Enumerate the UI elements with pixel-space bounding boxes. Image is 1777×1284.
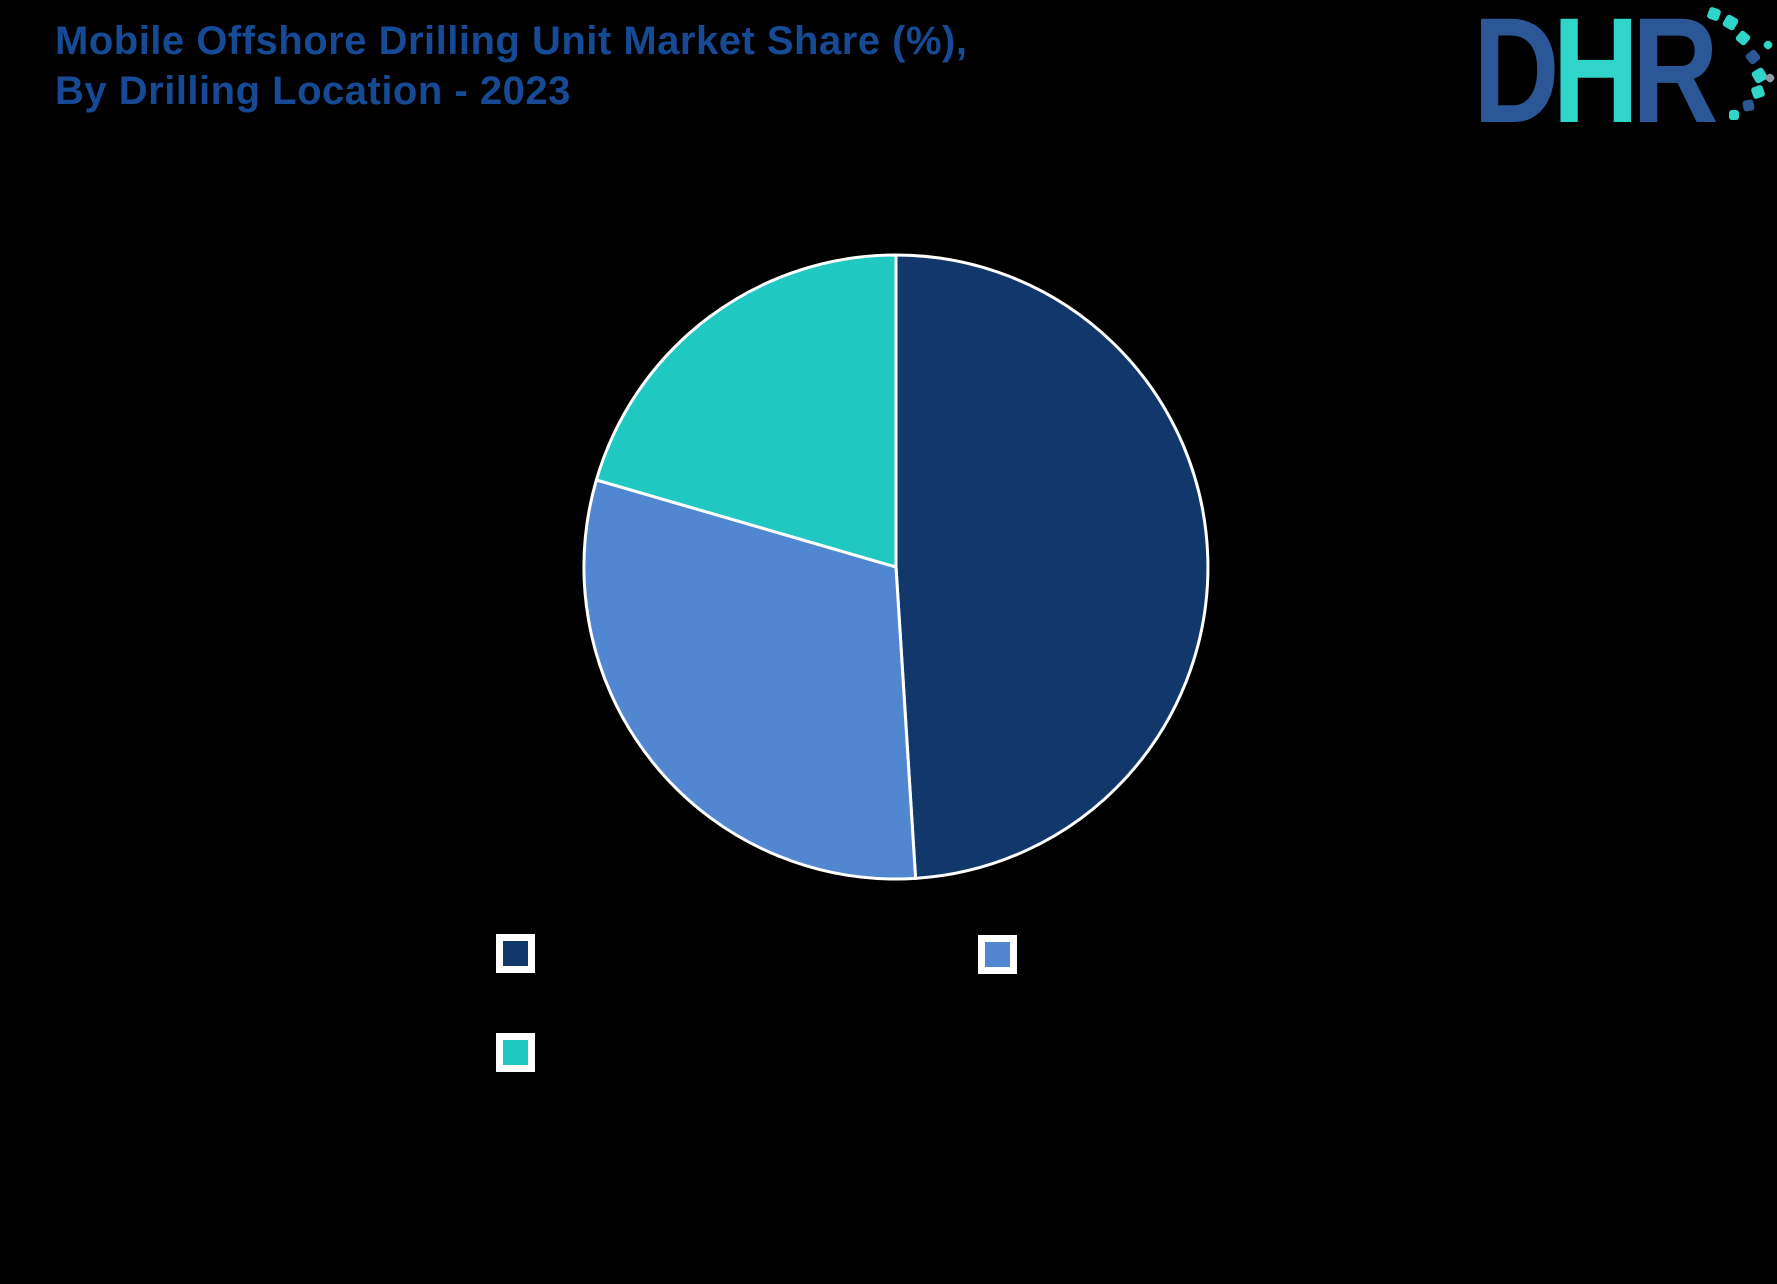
logo-dot <box>1750 84 1766 100</box>
legend-color-3 <box>503 1040 528 1065</box>
chart-title-line1: Mobile Offshore Drilling Unit Market Sha… <box>55 19 968 63</box>
legend-item-2 <box>978 935 1029 974</box>
pie-slice-3 <box>594 253 898 569</box>
dhr-logo-letters: DHR <box>1473 0 1719 157</box>
legend-swatch-border-1 <box>496 934 535 973</box>
logo-dot <box>1729 110 1739 120</box>
pie-chart <box>582 253 1210 881</box>
legend-swatch-border-3 <box>496 1033 535 1072</box>
logo-dot <box>1742 99 1755 112</box>
chart-title-line2: By Drilling Location - 2023 <box>55 69 571 113</box>
dhr-logo: DHR <box>1473 0 1777 154</box>
logo-dot <box>1734 29 1752 47</box>
pie-slice-1 <box>894 253 1210 880</box>
legend-item-1 <box>496 934 547 973</box>
legend-color-1 <box>503 941 528 966</box>
logo-dot <box>1721 13 1740 32</box>
legend-color-2 <box>985 942 1010 967</box>
legend-item-3 <box>496 1033 547 1072</box>
logo-letter-h: H <box>1552 0 1639 154</box>
logo-letter-r: R <box>1631 0 1719 154</box>
logo-dot <box>1762 39 1774 51</box>
pie-slice-2 <box>582 478 918 881</box>
chart-title: Mobile Offshore Drilling Unit Market Sha… <box>55 16 967 116</box>
logo-letter-d: D <box>1473 0 1560 154</box>
logo-dot <box>1744 48 1762 66</box>
pie-chart-area <box>581 252 1211 882</box>
legend-swatch-border-2 <box>978 935 1017 974</box>
